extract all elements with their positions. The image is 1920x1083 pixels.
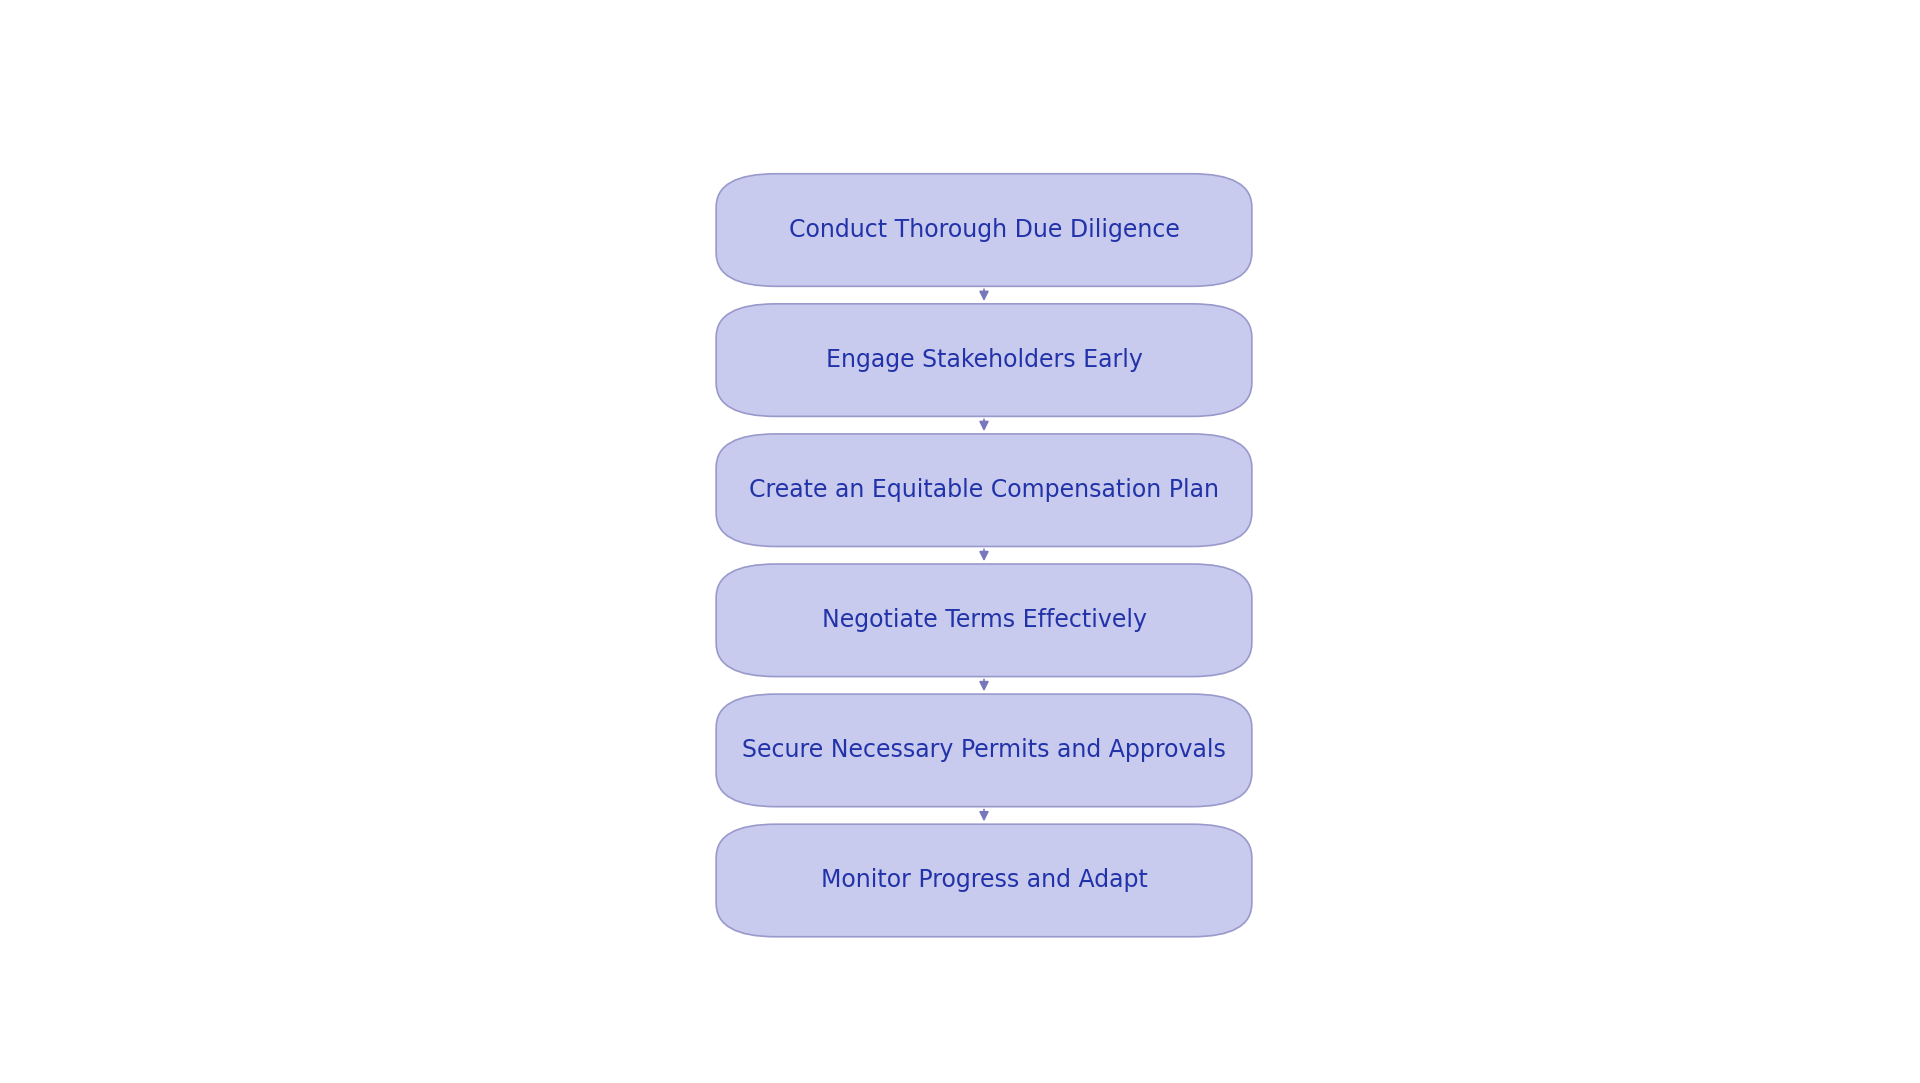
Text: Engage Stakeholders Early: Engage Stakeholders Early (826, 348, 1142, 373)
FancyBboxPatch shape (716, 434, 1252, 547)
Text: Negotiate Terms Effectively: Negotiate Terms Effectively (822, 609, 1146, 632)
Text: Create an Equitable Compensation Plan: Create an Equitable Compensation Plan (749, 479, 1219, 503)
FancyBboxPatch shape (716, 694, 1252, 807)
FancyBboxPatch shape (716, 564, 1252, 677)
FancyBboxPatch shape (716, 824, 1252, 937)
Text: Monitor Progress and Adapt: Monitor Progress and Adapt (820, 869, 1148, 892)
Text: Conduct Thorough Due Diligence: Conduct Thorough Due Diligence (789, 218, 1179, 242)
FancyBboxPatch shape (716, 173, 1252, 286)
FancyBboxPatch shape (716, 304, 1252, 416)
Text: Secure Necessary Permits and Approvals: Secure Necessary Permits and Approvals (741, 739, 1227, 762)
